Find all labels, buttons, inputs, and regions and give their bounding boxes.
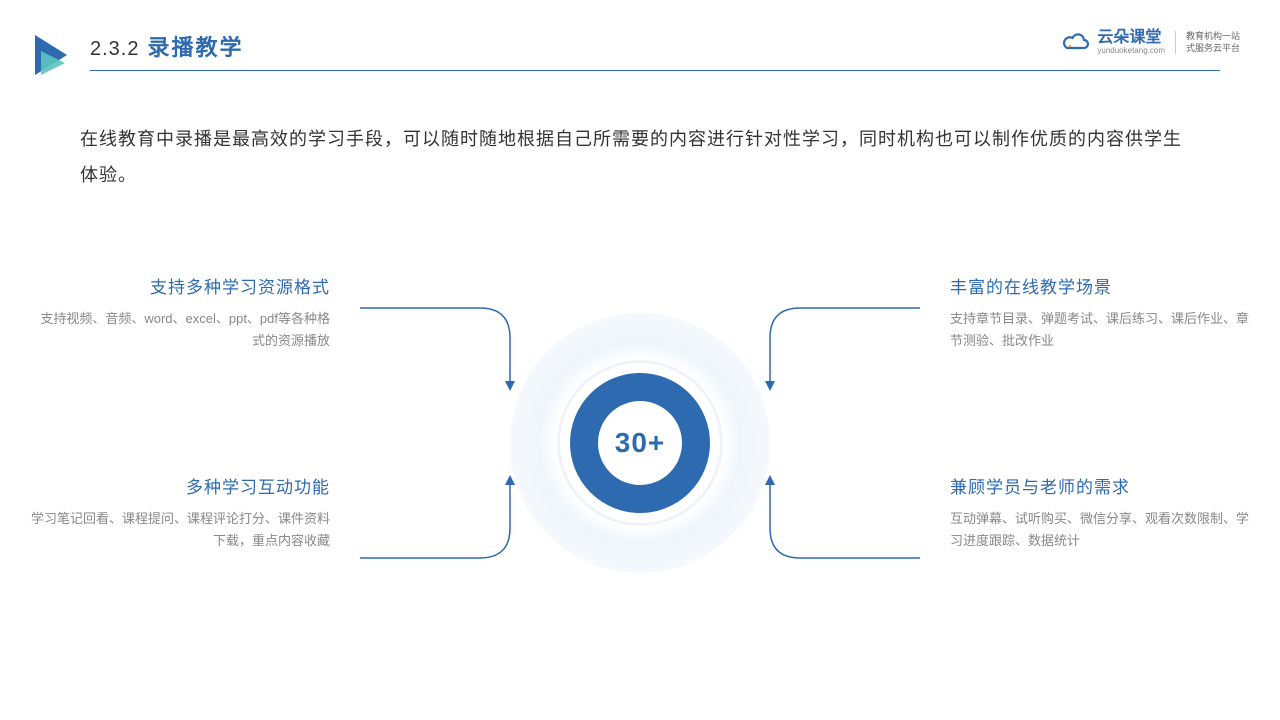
feature-desc: 学习笔记回看、课程提问、课程评论打分、课件资料下载，重点内容收藏 <box>30 508 330 552</box>
center-value: 30+ <box>615 427 666 459</box>
brand-logo: 云朵课堂 yunduoketang.com 教育机构一站 式服务云平台 <box>1062 30 1240 56</box>
center-ring: 30+ <box>510 313 770 573</box>
feature-bottom-right: 兼顾学员与老师的需求 互动弹幕、试听购买、微信分享、观看次数限制、学习进度跟踪、… <box>950 473 1250 552</box>
logo-tagline-1: 教育机构一站 <box>1186 31 1240 43</box>
intro-paragraph: 在线教育中录播是最高效的学习手段，可以随时随地根据自己所需要的内容进行针对性学习… <box>80 121 1200 193</box>
logo-tagline-2: 式服务云平台 <box>1186 43 1240 55</box>
feature-desc: 支持视频、音频、word、excel、ppt、pdf等各种格式的资源播放 <box>30 308 330 352</box>
feature-top-right: 丰富的在线教学场景 支持章节目录、弹题考试、课后练习、课后作业、章节测验、批改作… <box>950 273 1250 352</box>
section-title: 录播教学 <box>147 30 243 62</box>
logo-main: 云朵课堂 <box>1097 30 1165 46</box>
logo-sub: yunduoketang.com <box>1097 46 1165 56</box>
feature-bottom-left: 多种学习互动功能 学习笔记回看、课程提问、课程评论打分、课件资料下载，重点内容收… <box>30 473 330 552</box>
feature-diagram: 30+ 支持多种学习资源格式 支持视频、音频、word、excel、ppt、pd… <box>0 233 1280 653</box>
feature-desc: 互动弹幕、试听购买、微信分享、观看次数限制、学习进度跟踪、数据统计 <box>950 508 1250 552</box>
feature-top-left: 支持多种学习资源格式 支持视频、音频、word、excel、ppt、pdf等各种… <box>30 273 330 352</box>
logo-tagline: 教育机构一站 式服务云平台 <box>1175 31 1240 54</box>
section-number: 2.3.2 <box>90 38 139 61</box>
logo-text: 云朵课堂 yunduoketang.com <box>1097 30 1165 56</box>
cloud-icon <box>1062 32 1092 54</box>
feature-title: 多种学习互动功能 <box>30 473 330 498</box>
feature-title: 兼顾学员与老师的需求 <box>950 473 1250 498</box>
title-row: 2.3.2 录播教学 <box>90 30 1220 71</box>
feature-title: 丰富的在线教学场景 <box>950 273 1250 298</box>
play-icon <box>35 35 77 81</box>
feature-title: 支持多种学习资源格式 <box>30 273 330 298</box>
slide-header: 2.3.2 录播教学 云朵课堂 yunduoketang.com 教育机构一站 … <box>0 0 1280 71</box>
feature-desc: 支持章节目录、弹题考试、课后练习、课后作业、章节测验、批改作业 <box>950 308 1250 352</box>
